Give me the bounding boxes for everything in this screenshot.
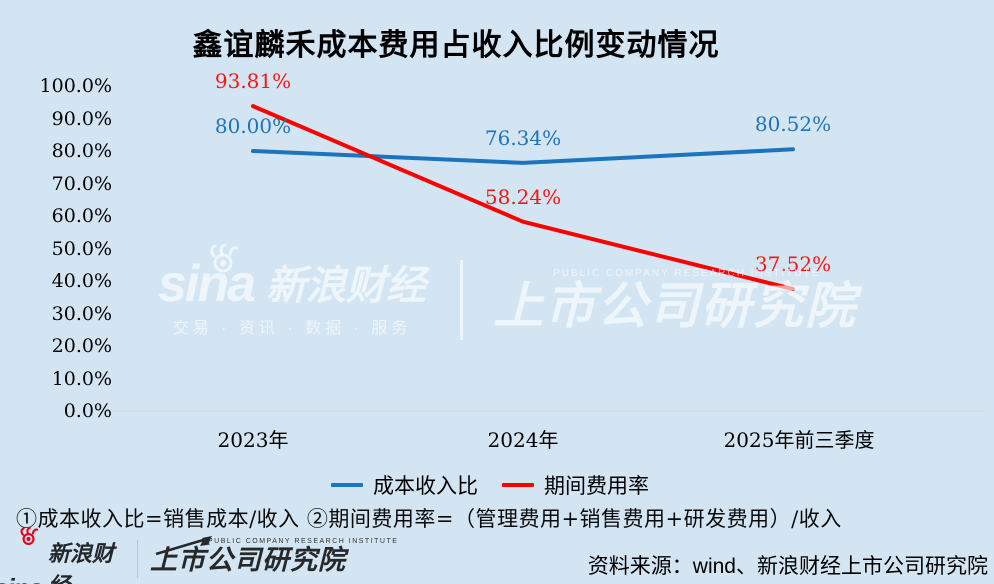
series-line-cost-revenue-ratio — [251, 147, 795, 165]
series-line-period-expense-rate — [251, 104, 795, 292]
y-tick-label: 0.0% — [63, 400, 112, 422]
sina-eye-icon — [18, 526, 44, 550]
y-tick-label: 70.0% — [51, 172, 112, 195]
y-tick-label: 40.0% — [51, 270, 112, 292]
data-label: 37.52% — [754, 252, 832, 277]
y-tick-label: 10.0% — [51, 367, 112, 390]
y-tick-label: 60.0% — [51, 205, 112, 227]
legend-item: 期间费用率 — [502, 470, 649, 500]
y-tick-label: 30.0% — [51, 302, 112, 325]
legend-marker — [331, 483, 363, 487]
institute-logo: PUBLIC COMPANY RESEARCH INSTITUTE 上市公司研究… — [150, 536, 399, 575]
data-label: 58.24% — [484, 184, 562, 209]
y-tick-label: 90.0% — [51, 107, 112, 130]
source-text: 资料来源：wind、新浪财经上市公司研究院 — [587, 555, 988, 578]
x-tick-label: 2024年 — [487, 428, 559, 452]
data-label: 93.81% — [214, 69, 292, 94]
legend: 成本收入比 期间费用率 — [0, 470, 980, 500]
legend-label: 成本收入比 — [373, 474, 478, 498]
legend-marker — [502, 483, 534, 487]
data-label: 76.34% — [484, 125, 562, 150]
sina-brand: 新浪财经 — [48, 541, 115, 584]
legend-label: 期间费用率 — [544, 474, 649, 498]
y-tick-label: 100.0% — [39, 75, 112, 97]
data-label: 80.00% — [214, 114, 292, 138]
y-tick-label: 80.0% — [51, 140, 112, 162]
data-label: 80.52% — [754, 112, 832, 137]
footnote: ①成本收入比=销售成本/收入 ②期间费用率=（管理费用+销售费用+研发费用）/收… — [16, 507, 842, 531]
y-tick-label: 20.0% — [51, 335, 112, 357]
institute-cn: 上市公司研究院 — [150, 545, 346, 575]
footer-divider — [137, 540, 138, 578]
x-tick-label: 2023年 — [217, 428, 289, 452]
legend-item: 成本收入比 — [331, 470, 478, 500]
arrow-icon — [152, 534, 222, 560]
footer: sina 新浪财经 交易 · 资讯 · 数据 · 服务 PUBLIC COMPA… — [0, 526, 994, 584]
sina-word: sina — [0, 575, 43, 584]
sina-finance-logo: sina 新浪财经 交易 · 资讯 · 数据 · 服务 — [0, 526, 130, 584]
x-tick-label: 2025年前三季度 — [723, 428, 875, 452]
chart-title: 鑫谊麟禾成本费用占收入比例变动情况 — [192, 29, 720, 62]
y-tick-label: 50.0% — [51, 237, 112, 260]
institute-en: PUBLIC COMPANY RESEARCH INSTITUTE — [208, 538, 399, 545]
